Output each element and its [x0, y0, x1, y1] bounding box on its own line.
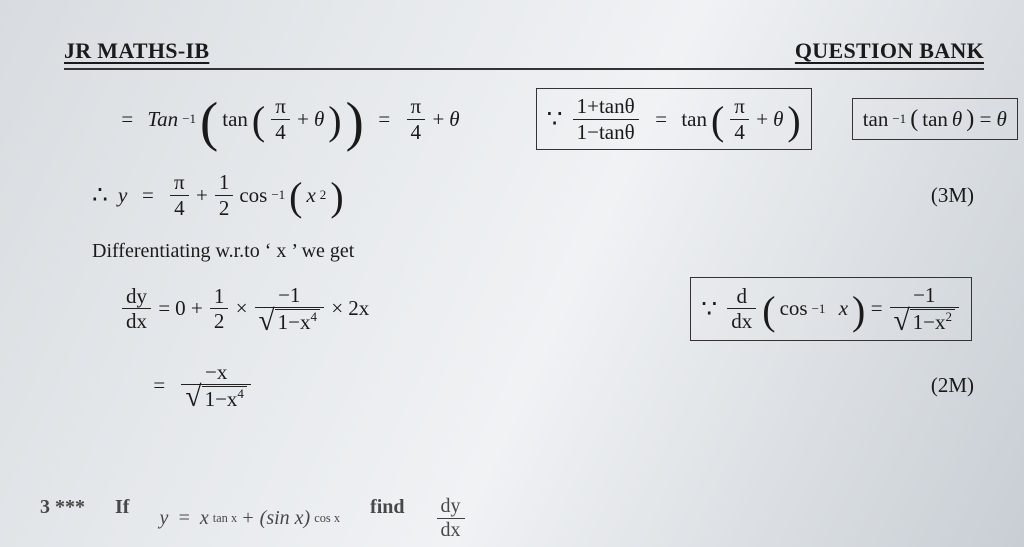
row-2: ∴ y = π4 + 12 cos−1 (x2) (3M)	[64, 164, 984, 226]
row-4: = −x √1−x4 (2M)	[64, 355, 984, 417]
row-1: = Tan−1 ( tan ( π4 +θ ) ) = π4 +θ ∵ 1+ta…	[64, 88, 984, 150]
differentiating-text: Differentiating w.r.to ‘ x ’ we get	[92, 240, 984, 263]
eq-tan-inverse: = Tan−1 ( tan ( π4 +θ ) ) = π4 +θ	[64, 95, 460, 142]
bottom-expr: y = xtan x + (sin x)cos x	[159, 496, 340, 541]
box-d-cos-inverse: ∵ ddx (cos−1 x) = −1 √1−x2	[690, 277, 972, 341]
bottom-find: find	[370, 496, 404, 541]
content-area: = Tan−1 ( tan ( π4 +θ ) ) = π4 +θ ∵ 1+ta…	[64, 70, 984, 417]
eq-result: = −x √1−x4	[64, 361, 253, 411]
eq-y-equals: ∴ y = π4 + 12 cos−1 (x2)	[64, 171, 344, 218]
bottom-number: 3 ***	[40, 496, 85, 541]
marks-3m: (3M)	[931, 183, 984, 208]
box-tan-inverse-identity: tan−1 (tanθ) =θ	[852, 98, 1018, 140]
bottom-dydx: dydx	[435, 496, 467, 541]
header-right: QUESTION BANK	[795, 38, 984, 64]
bottom-if: If	[115, 496, 129, 541]
marks-2m: (2M)	[931, 373, 984, 398]
header-left: JR MATHS-IB	[64, 38, 209, 64]
row-3: dydx = 0+ 12 × −1 √1−x4 × 2x ∵ ddx (cos−…	[64, 277, 984, 341]
page-header: JR MATHS-IB QUESTION BANK	[64, 38, 984, 64]
box-tan-addition: ∵ 1+tanθ 1−tanθ = tan ( π4 +θ )	[536, 88, 812, 149]
eq-dy-dx: dydx = 0+ 12 × −1 √1−x4 × 2x	[64, 284, 369, 334]
bottom-cutoff: 3 *** If y = xtan x + (sin x)cos x find …	[40, 496, 984, 541]
